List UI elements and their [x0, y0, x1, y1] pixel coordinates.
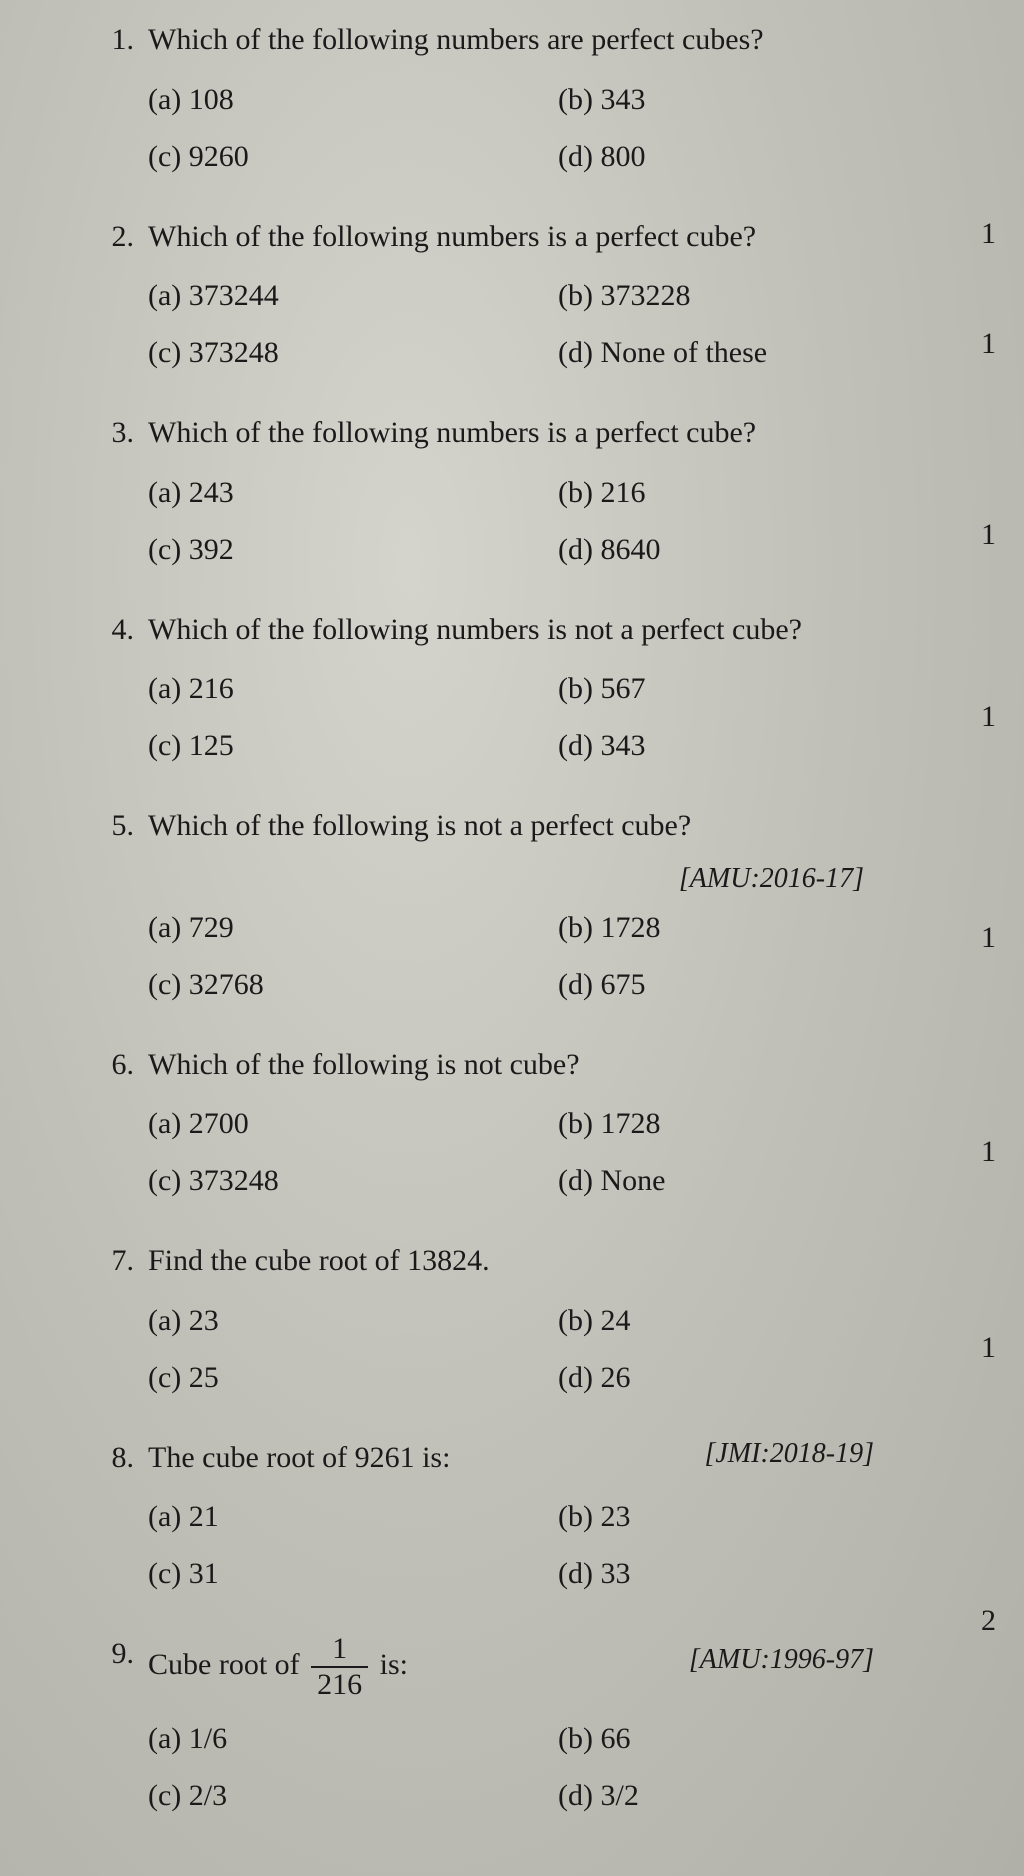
page-container: 1. Which of the following numbers are pe…: [0, 0, 1024, 1876]
question-number: 4.: [100, 610, 134, 651]
option-c: (c) 32768: [148, 962, 518, 1007]
option-d: (d) 343: [558, 723, 928, 768]
edge-marker: 1: [981, 327, 996, 361]
question-2: 1 1 2. Which of the following numbers is…: [100, 217, 1004, 376]
option-a: (a) 216: [148, 666, 518, 711]
question-source: [JMI:2018-19]: [704, 1438, 874, 1470]
option-b: (b) 343: [558, 77, 928, 122]
option-a: (a) 2700: [148, 1101, 518, 1146]
question-7: 1 7. Find the cube root of 13824. (a) 23…: [100, 1241, 1004, 1400]
options-grid: (a) 373244 (b) 373228 (c) 373248 (d) Non…: [148, 273, 928, 375]
question-text: Which of the following numbers are perfe…: [148, 20, 1004, 61]
question-text: Which of the following is not cube?: [148, 1045, 1004, 1086]
option-b: (b) 1728: [558, 1101, 928, 1146]
edge-marker: 1: [981, 217, 996, 251]
option-c: (c) 31: [148, 1551, 518, 1596]
option-c: (c) 125: [148, 723, 518, 768]
option-b: (b) 1728: [558, 905, 928, 950]
question-number: 1.: [100, 20, 134, 61]
options-grid: (a) 23 (b) 24 (c) 25 (d) 26: [148, 1298, 928, 1400]
edge-marker: 1: [981, 1331, 996, 1365]
question-1: 1. Which of the following numbers are pe…: [100, 20, 1004, 179]
question-source: [AMU:1996-97]: [689, 1644, 874, 1676]
question-text: Which of the following numbers is a perf…: [148, 217, 1004, 258]
question-4: 1 4. Which of the following numbers is n…: [100, 610, 1004, 769]
option-d: (d) 8640: [558, 527, 928, 572]
question-number: 6.: [100, 1045, 134, 1086]
question-number: 3.: [100, 413, 134, 454]
option-c: (c) 2/3: [148, 1773, 518, 1818]
options-grid: (a) 21 (b) 23 (c) 31 (d) 33: [148, 1494, 928, 1596]
option-a: (a) 23: [148, 1298, 518, 1343]
option-c: (c) 373248: [148, 330, 518, 375]
question-number: 5.: [100, 806, 134, 847]
question-number: 2.: [100, 217, 134, 258]
question-number: 9.: [100, 1634, 134, 1675]
question-head: 2. Which of the following numbers is a p…: [100, 217, 1004, 258]
question-5: 1 5. Which of the following is not a per…: [100, 806, 1004, 1007]
question-text: Which of the following numbers is a perf…: [148, 413, 1004, 454]
option-d: (d) 3/2: [558, 1773, 928, 1818]
option-d: (d) None of these: [558, 330, 928, 375]
option-b: (b) 24: [558, 1298, 928, 1343]
option-c: (c) 25: [148, 1355, 518, 1400]
option-d: (d) 26: [558, 1355, 928, 1400]
question-head: 5. Which of the following is not a perfe…: [100, 806, 1004, 847]
option-a: (a) 243: [148, 470, 518, 515]
option-c: (c) 373248: [148, 1158, 518, 1203]
option-c: (c) 392: [148, 527, 518, 572]
option-b: (b) 66: [558, 1716, 928, 1761]
question-head: 7. Find the cube root of 13824.: [100, 1241, 1004, 1282]
question-text: Which of the following is not a perfect …: [148, 806, 1004, 847]
options-grid: (a) 2700 (b) 1728 (c) 373248 (d) None: [148, 1101, 928, 1203]
option-b: (b) 23: [558, 1494, 928, 1539]
edge-marker: 1: [981, 921, 996, 955]
option-b: (b) 567: [558, 666, 928, 711]
question-number: 8.: [100, 1438, 134, 1479]
option-a: (a) 729: [148, 905, 518, 950]
option-d: (d) None: [558, 1158, 928, 1203]
option-b: (b) 373228: [558, 273, 928, 318]
edge-marker: 1: [981, 518, 996, 552]
question-8: [JMI:2018-19] 8. The cube root of 9261 i…: [100, 1438, 1004, 1597]
question-source: [AMU:2016-17]: [100, 863, 864, 895]
edge-marker: 2: [981, 1604, 996, 1638]
question-text: Find the cube root of 13824.: [148, 1241, 1004, 1282]
options-grid: (a) 108 (b) 343 (c) 9260 (d) 800: [148, 77, 928, 179]
question-text: The cube root of 9261 is:: [148, 1438, 1004, 1479]
question-head: 6. Which of the following is not cube?: [100, 1045, 1004, 1086]
option-a: (a) 21: [148, 1494, 518, 1539]
question-9: 2 [AMU:1996-97] 9. Cube root of 1216 is:…: [100, 1634, 1004, 1818]
options-grid: (a) 729 (b) 1728 (c) 32768 (d) 675: [148, 905, 928, 1007]
question-head: 3. Which of the following numbers is a p…: [100, 413, 1004, 454]
option-a: (a) 1/6: [148, 1716, 518, 1761]
option-a: (a) 373244: [148, 273, 518, 318]
question-6: 1 6. Which of the following is not cube?…: [100, 1045, 1004, 1204]
question-head: 4. Which of the following numbers is not…: [100, 610, 1004, 651]
question-number: 7.: [100, 1241, 134, 1282]
options-grid: (a) 216 (b) 567 (c) 125 (d) 343: [148, 666, 928, 768]
option-a: (a) 108: [148, 77, 518, 122]
question-3: 1 3. Which of the following numbers is a…: [100, 413, 1004, 572]
question-head: 1. Which of the following numbers are pe…: [100, 20, 1004, 61]
edge-marker: 1: [981, 700, 996, 734]
options-grid: (a) 1/6 (b) 66 (c) 2/3 (d) 3/2: [148, 1716, 928, 1818]
option-d: (d) 675: [558, 962, 928, 1007]
option-d: (d) 33: [558, 1551, 928, 1596]
option-c: (c) 9260: [148, 134, 518, 179]
option-d: (d) 800: [558, 134, 928, 179]
options-grid: (a) 243 (b) 216 (c) 392 (d) 8640: [148, 470, 928, 572]
edge-marker: 1: [981, 1135, 996, 1169]
question-text: Cube root of 1216 is:: [148, 1634, 1004, 1700]
option-b: (b) 216: [558, 470, 928, 515]
question-text: Which of the following numbers is not a …: [148, 610, 1004, 651]
